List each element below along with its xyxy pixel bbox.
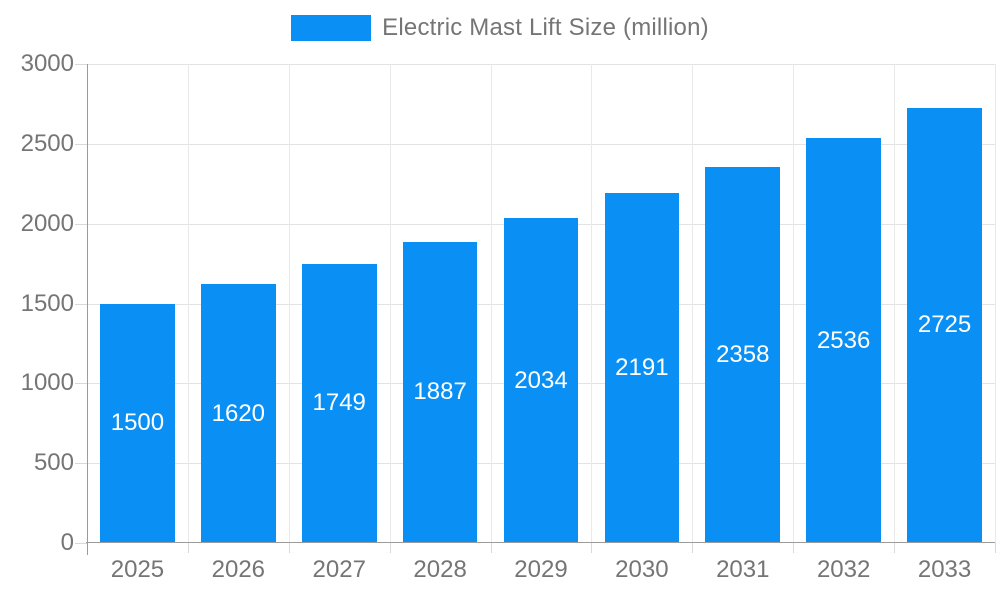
y-axis-tick-label: 2000	[20, 209, 74, 237]
x-axis-tick	[187, 543, 189, 553]
legend-label: Electric Mast Lift Size (million)	[382, 14, 709, 41]
x-axis-tick-label: 2026	[211, 556, 266, 583]
h-gridline	[87, 143, 995, 145]
x-axis-tick-label: 2029	[514, 556, 568, 583]
y-axis-tick-label: 1000	[20, 369, 74, 397]
bar-2032: 2536	[806, 138, 881, 543]
y-axis-tick-label: 2500	[20, 129, 74, 157]
x-axis-tick-label: 2033	[917, 556, 972, 583]
y-axis-tick-label: 500	[33, 449, 74, 477]
x-axis-tick-label: 2027	[312, 556, 366, 583]
bar-2030: 2191	[604, 193, 680, 543]
bar-2029: 2034	[503, 218, 579, 543]
y-axis-tick	[75, 383, 87, 385]
v-gridline	[692, 64, 694, 543]
bar-value-label: 2191	[615, 354, 669, 382]
bar-value-label: 1887	[413, 378, 467, 406]
y-axis-line	[87, 64, 88, 555]
bar-2027: 1749	[301, 263, 377, 543]
y-axis-tick-label: 0	[60, 529, 74, 556]
bar-2025: 1500	[100, 303, 175, 543]
y-axis-tick	[75, 223, 87, 225]
y-axis-tick	[75, 143, 87, 145]
bar-value-label: 1620	[211, 399, 266, 427]
y-axis-tick	[75, 303, 87, 305]
bar-value-label: 2536	[816, 326, 871, 354]
bar-2028: 1887	[402, 241, 478, 543]
y-axis-tick	[75, 543, 87, 544]
x-axis-tick	[692, 543, 694, 553]
v-gridline	[793, 64, 795, 543]
v-gridline	[894, 64, 896, 543]
v-gridline	[389, 64, 391, 543]
v-gridline	[187, 64, 189, 543]
bar-value-label: 2358	[716, 340, 770, 368]
h-gridline	[87, 64, 995, 65]
x-axis-tick-label: 2031	[716, 556, 770, 583]
bar-value-label: 2725	[917, 311, 972, 339]
x-axis-tick	[288, 543, 290, 553]
v-gridline	[490, 64, 492, 543]
y-axis-tick	[75, 64, 87, 65]
x-axis-tick-label: 2030	[615, 556, 669, 583]
chart-plot-area: 1500 1620 1749 1887 2034 2191 2358 2536 2725 0 50…	[21, 50, 996, 583]
y-axis-tick-label: 1500	[20, 289, 74, 317]
bar-value-label: 2034	[514, 366, 568, 394]
v-gridline	[591, 64, 593, 543]
y-axis-tick-label: 3000	[20, 50, 74, 77]
bar-2026: 1620	[201, 284, 276, 543]
x-axis-tick	[490, 543, 492, 553]
x-axis-tick-label: 2032	[816, 556, 871, 583]
bar-value-label: 1500	[110, 409, 165, 437]
v-gridline	[995, 64, 996, 543]
x-axis-tick	[389, 543, 391, 553]
x-axis-tick-label: 2025	[110, 556, 165, 583]
x-axis-tick	[995, 543, 996, 553]
bar-2033: 2725	[907, 107, 982, 543]
x-axis-tick	[894, 543, 896, 553]
bar-2031: 2358	[705, 166, 781, 543]
x-axis-tick	[793, 543, 795, 553]
y-axis-tick	[75, 463, 87, 465]
v-gridline	[288, 64, 290, 543]
x-axis-tick-label: 2028	[413, 556, 467, 583]
x-axis-tick	[591, 543, 593, 553]
chart-legend: Electric Mast Lift Size (million)	[0, 14, 1000, 42]
legend-swatch	[291, 15, 372, 41]
x-axis-line	[86, 542, 995, 543]
bar-value-label: 1749	[312, 389, 366, 417]
